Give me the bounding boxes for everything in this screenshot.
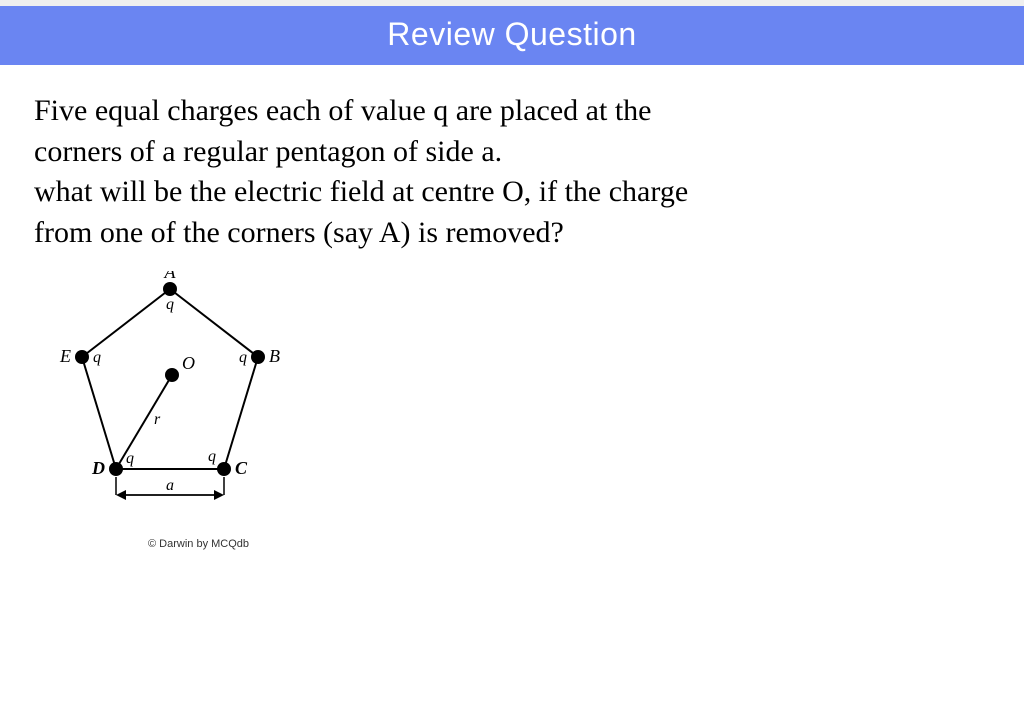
svg-text:D: D (91, 458, 105, 478)
figure-wrap: Aq Bq Cq Dq Eq Or a © Darwin by MCQdb (34, 271, 990, 550)
svg-text:q: q (166, 296, 174, 313)
svg-text:q: q (208, 448, 216, 465)
svg-text:O: O (182, 353, 195, 373)
q-line-1: Five equal charges each of value q are p… (34, 94, 651, 127)
svg-text:q: q (126, 450, 134, 467)
svg-text:B: B (269, 346, 280, 366)
svg-text:C: C (235, 458, 248, 478)
banner: Review Question (0, 6, 1024, 65)
question-text: Five equal charges each of value q are p… (34, 91, 990, 253)
content: Five equal charges each of value q are p… (0, 65, 1024, 550)
svg-text:q: q (93, 349, 101, 366)
banner-title: Review Question (387, 16, 636, 52)
svg-text:q: q (239, 349, 247, 366)
q-line-3: what will be the electric field at centr… (34, 175, 688, 208)
svg-text:r: r (154, 411, 161, 428)
svg-text:A: A (164, 271, 177, 282)
svg-text:a: a (166, 477, 174, 494)
figure-credit: © Darwin by MCQdb (148, 538, 990, 550)
pentagon-diagram: Aq Bq Cq Dq Eq Or a (40, 271, 300, 531)
q-line-2: corners of a regular pentagon of side a. (34, 135, 502, 168)
page: Review Question Five equal charges each … (0, 0, 1024, 724)
q-line-4: from one of the corners (say A) is remov… (34, 216, 564, 249)
svg-text:E: E (59, 346, 71, 366)
